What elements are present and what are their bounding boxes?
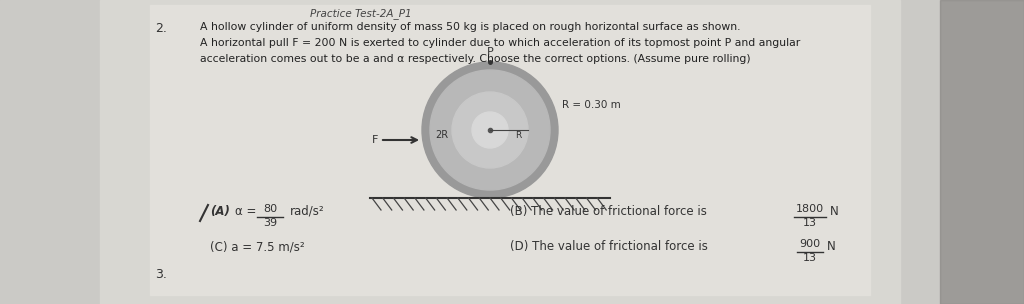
Text: 1800: 1800 — [796, 204, 824, 214]
Text: (C) a = 7.5 m/s²: (C) a = 7.5 m/s² — [210, 240, 304, 253]
Text: 2.: 2. — [155, 22, 167, 35]
Text: 3.: 3. — [155, 268, 167, 281]
Bar — [150, 5, 870, 295]
Text: (D) The value of frictional force is: (D) The value of frictional force is — [510, 240, 708, 253]
Bar — [940, 0, 1024, 304]
Text: 80: 80 — [263, 204, 278, 214]
Circle shape — [472, 112, 508, 148]
Text: Practice Test-2A_P1: Practice Test-2A_P1 — [310, 8, 412, 19]
Text: 39: 39 — [263, 218, 278, 228]
Text: A hollow cylinder of uniform density of mass 50 kg is placed on rough horizontal: A hollow cylinder of uniform density of … — [200, 22, 740, 32]
Text: A horizontal pull F = 200 N is exerted to cylinder due to which acceleration of : A horizontal pull F = 200 N is exerted t… — [200, 38, 800, 48]
Circle shape — [452, 92, 528, 168]
Circle shape — [430, 70, 550, 190]
Text: P: P — [486, 47, 494, 57]
Text: N: N — [830, 205, 839, 218]
Text: acceleration comes out to be a and α respectively. Choose the correct options. (: acceleration comes out to be a and α res… — [200, 54, 751, 64]
Text: 13: 13 — [803, 253, 817, 263]
Text: R = 0.30 m: R = 0.30 m — [562, 100, 621, 110]
Text: (B) The value of frictional force is: (B) The value of frictional force is — [510, 205, 707, 218]
Bar — [100, 0, 900, 304]
Text: R: R — [515, 130, 521, 140]
Text: 900: 900 — [800, 239, 820, 249]
Text: (A): (A) — [210, 205, 229, 218]
Text: 2R: 2R — [435, 130, 449, 140]
Text: α =: α = — [234, 205, 256, 218]
Text: N: N — [827, 240, 836, 253]
Circle shape — [422, 62, 558, 198]
Text: F: F — [372, 135, 378, 145]
Text: rad/s²: rad/s² — [290, 205, 325, 218]
Text: 13: 13 — [803, 218, 817, 228]
